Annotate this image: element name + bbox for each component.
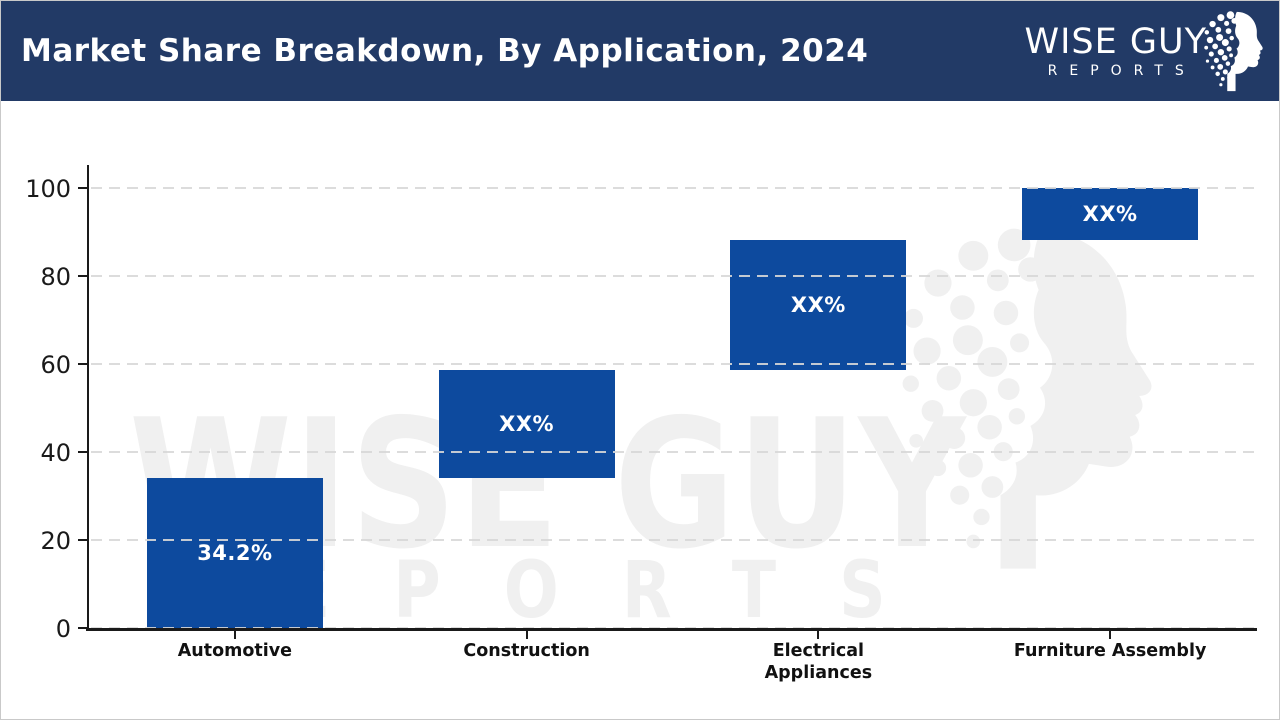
bar-value-label-automotive: 34.2% — [197, 540, 273, 565]
category-label-line: Electrical — [772, 641, 865, 661]
x-tick-mark-furniture-assembly — [1109, 631, 1112, 639]
gridline-100 — [91, 187, 1256, 189]
bar-value-label-electrical-appliances: XX% — [790, 293, 846, 318]
bar-automotive: 34.2% — [146, 477, 323, 628]
y-tick-mark-20 — [78, 539, 89, 541]
x-axis-line — [86, 628, 1257, 631]
gridline-60 — [91, 363, 1256, 365]
y-tick-label-100: 100 — [25, 175, 71, 203]
y-tick-label-40: 40 — [40, 439, 71, 467]
category-label-electrical-appliances: Electrical Appliances — [678, 641, 958, 685]
wise-guy-logo: WISE GUY REPORTS — [1024, 10, 1265, 93]
header-bar: Market Share Breakdown, By Application, … — [1, 1, 1279, 101]
gridline-80 — [91, 275, 1256, 277]
chart-area: WISE GUY REPORTS 0 20 40 60 80 100 34.2% Automo… — [1, 101, 1279, 719]
wise-guy-head-icon — [1201, 10, 1265, 93]
bar-furniture-assembly: XX% — [1022, 188, 1199, 240]
logo-wordmark: WISE GUY — [1024, 21, 1207, 62]
x-tick-mark-electrical-appliances — [817, 631, 820, 639]
gridline-40 — [91, 451, 1256, 453]
category-label-line: Furniture Assembly — [1013, 641, 1207, 661]
y-tick-mark-80 — [78, 275, 89, 277]
y-tick-mark-100 — [78, 187, 89, 189]
logo-subtext: REPORTS — [1047, 62, 1196, 79]
x-tick-mark-automotive — [233, 631, 236, 639]
y-tick-mark-60 — [78, 363, 89, 365]
category-label-construction: Construction — [387, 641, 667, 663]
bar-value-label-furniture-assembly: XX% — [1082, 201, 1138, 226]
gridline-20 — [91, 539, 1256, 541]
y-tick-mark-0 — [78, 627, 89, 629]
x-tick-mark-construction — [525, 631, 528, 639]
y-tick-label-0: 0 — [55, 615, 71, 643]
bar-construction: XX% — [438, 370, 615, 478]
category-label-line: Appliances — [764, 662, 873, 683]
bar-electrical-appliances: XX% — [730, 239, 907, 371]
bar-value-label-construction: XX% — [499, 411, 555, 436]
category-label-automotive: Automotive — [95, 641, 375, 663]
category-label-line: Automotive — [177, 641, 293, 661]
y-tick-mark-40 — [78, 451, 89, 453]
logo-text-block: WISE GUY REPORTS — [1024, 21, 1207, 79]
category-label-line: Construction — [463, 641, 590, 661]
y-tick-label-60: 60 — [40, 351, 71, 379]
chart-title: Market Share Breakdown, By Application, … — [21, 33, 869, 69]
y-tick-label-20: 20 — [40, 527, 71, 555]
y-tick-label-80: 80 — [40, 263, 71, 291]
category-label-furniture-assembly: Furniture Assembly — [970, 641, 1250, 663]
y-axis-line — [87, 165, 89, 631]
